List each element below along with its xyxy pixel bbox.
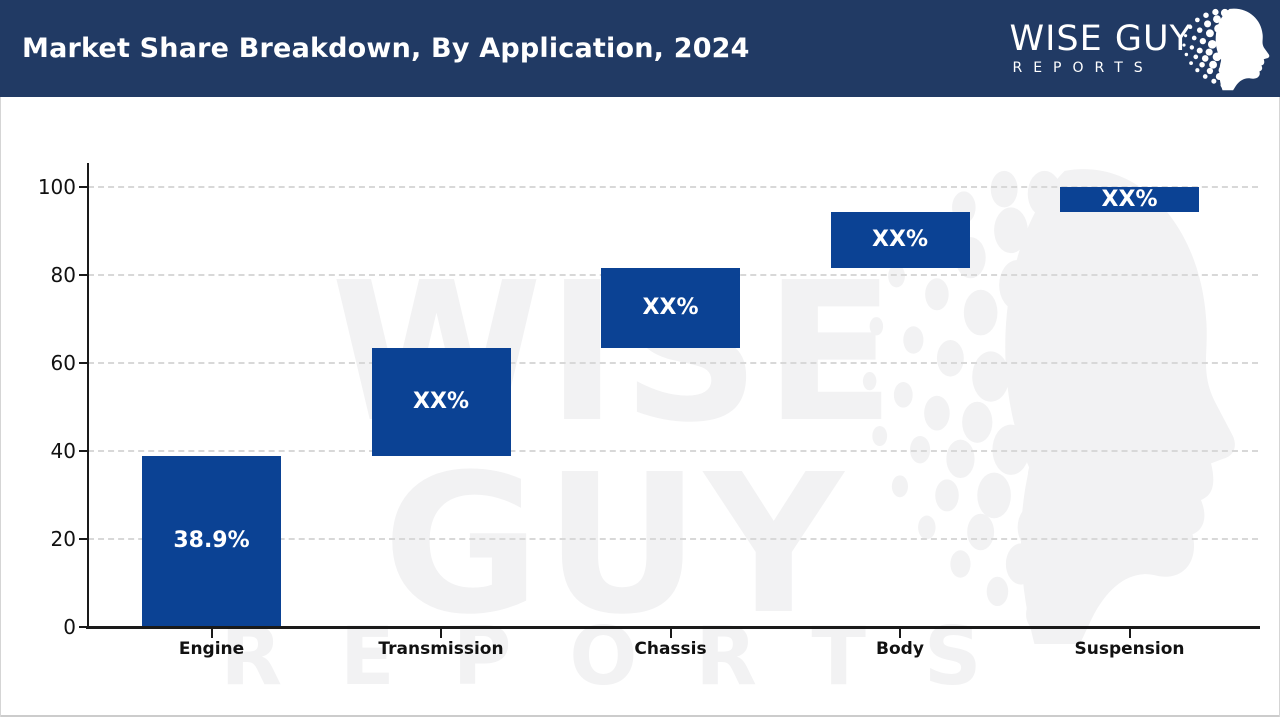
- y-tick-label-80: 80: [50, 263, 76, 287]
- logo-text: WISE GUY REPORTS: [1009, 18, 1192, 76]
- x-category-label-engine: Engine: [178, 639, 245, 659]
- y-tick-label-100: 100: [37, 175, 76, 199]
- logo-wordmark: WISE GUY: [1009, 18, 1192, 59]
- y-tick-mark-80: [79, 274, 88, 276]
- x-tick-mark-suspension: [1128, 629, 1131, 638]
- gridline-40: [88, 450, 1258, 452]
- x-tick-mark-body: [899, 629, 901, 638]
- x-category-label-body: Body: [876, 639, 924, 659]
- y-tick-mark-60: [79, 362, 88, 364]
- gridline-60: [88, 362, 1258, 364]
- gridline-20: [88, 538, 1258, 540]
- bar-body: XX%: [830, 212, 970, 268]
- y-tick-mark-20: [79, 538, 88, 540]
- gridline-100: [88, 186, 1258, 188]
- bar-chassis: XX%: [601, 267, 740, 349]
- page-title: Market Share Breakdown, By Application, …: [22, 33, 750, 64]
- x-category-label-transmission: Transmission: [378, 639, 504, 659]
- x-tick-mark-engine: [210, 629, 213, 638]
- y-tick-label-40: 40: [50, 439, 76, 463]
- figure-border-left: [0, 97, 1, 717]
- y-tick-label-0: 0: [63, 615, 76, 639]
- x-tick-mark-transmission: [440, 629, 442, 638]
- y-axis-line: [87, 163, 89, 629]
- y-tick-mark-40: [79, 450, 88, 452]
- header: Market Share Breakdown, By Application, …: [0, 0, 1280, 97]
- bar-engine: 38.9%: [142, 455, 281, 627]
- figure-border-bottom: [0, 715, 1280, 717]
- x-tick-mark-chassis: [669, 629, 672, 638]
- x-category-label-chassis: Chassis: [634, 639, 707, 659]
- bar-value-label-engine: 38.9%: [173, 528, 250, 554]
- y-tick-label-60: 60: [50, 351, 76, 375]
- bar-value-label-suspension: XX%: [1101, 186, 1158, 212]
- bar-suspension: XX%: [1060, 186, 1199, 213]
- bar-value-label-transmission: XX%: [413, 388, 469, 414]
- x-axis-line: [86, 626, 1260, 629]
- logo-subtitle: REPORTS: [1012, 59, 1154, 76]
- x-category-label-suspension: Suspension: [1074, 639, 1185, 659]
- y-tick-mark-0: [79, 626, 88, 628]
- y-tick-label-20: 20: [50, 527, 76, 551]
- bar-transmission: XX%: [371, 348, 511, 456]
- y-tick-mark-100: [79, 186, 88, 188]
- wiseguy-logo: WISE GUY REPORTS: [1009, 0, 1280, 97]
- bar-value-label-chassis: XX%: [642, 294, 699, 320]
- bar-value-label-body: XX%: [872, 227, 928, 253]
